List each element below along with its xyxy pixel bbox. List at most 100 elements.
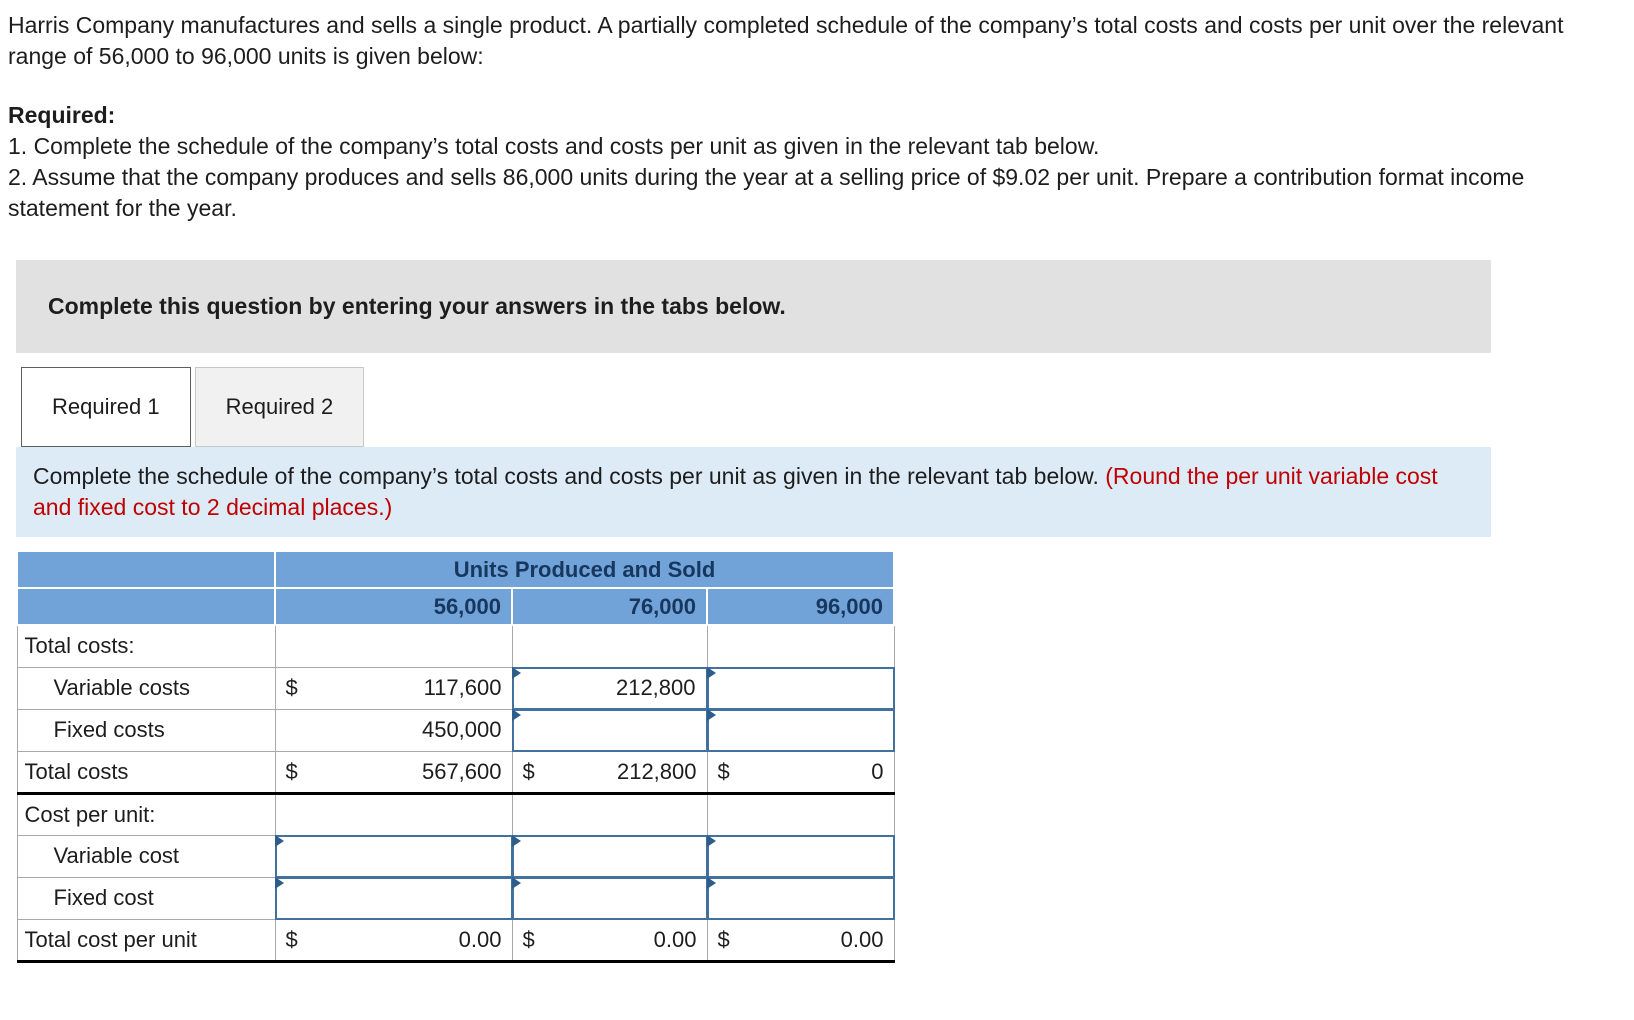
answer-cell	[706, 666, 895, 710]
required-item-2: 2. Assume that the company produces and …	[8, 164, 1525, 221]
blank-cell	[511, 624, 708, 668]
blank-cell	[274, 792, 513, 836]
table-row: Fixed cost	[16, 876, 895, 920]
static-cell-content: $0	[708, 752, 894, 792]
table-row: Total costs:	[16, 624, 895, 668]
static-value-cell: $117,600	[274, 666, 513, 710]
table-row: Total cost per unit $0.00 $0.00 $0.00	[16, 918, 895, 963]
row-label: Variable cost	[16, 834, 276, 878]
static-cell-content: $0.00	[513, 920, 707, 960]
answer-cell	[274, 876, 513, 920]
static-value-cell: $0.00	[274, 918, 513, 963]
tab-required-1[interactable]: Required 1	[21, 367, 191, 447]
cell-value: 0.00	[840, 926, 884, 952]
answer-input[interactable]	[274, 834, 513, 878]
row-label: Fixed cost	[16, 876, 276, 920]
cell-value: 450,000	[421, 717, 502, 742]
answer-cell: 212,800	[511, 666, 708, 710]
cell-marker-icon	[511, 666, 521, 679]
currency-symbol: $	[522, 926, 535, 952]
currency-symbol: $	[717, 926, 730, 952]
answer-input[interactable]	[511, 834, 708, 878]
problem-intro: Harris Company manufactures and sells a …	[8, 12, 1564, 69]
table-corner-blank	[16, 550, 276, 589]
cost-schedule-table: Units Produced and Sold 56,000 76,000 96…	[16, 550, 895, 963]
tab-required-2-label: Required 2	[225, 394, 334, 419]
answer-cell	[706, 876, 895, 920]
tab-required-1-label: Required 1	[52, 394, 160, 419]
static-value-cell: 450,000	[274, 708, 513, 752]
cell-marker-icon	[511, 834, 521, 847]
static-cell-content: $567,600	[276, 752, 512, 792]
table-row: Cost per unit:	[16, 792, 895, 836]
cell-marker-icon	[274, 876, 284, 889]
answer-input[interactable]	[706, 666, 895, 710]
table-row: Variable cost	[16, 834, 895, 878]
instruction-banner: Complete this question by entering your …	[16, 260, 1491, 353]
cell-value: 212,800	[616, 758, 697, 784]
answer-value: 212,800	[615, 675, 696, 700]
answer-input[interactable]: 212,800	[511, 666, 708, 710]
table-header-row-1: Units Produced and Sold	[16, 550, 895, 589]
row-label: Variable costs	[16, 666, 276, 710]
currency-symbol: $	[717, 758, 730, 784]
cell-value: 117,600	[423, 675, 502, 700]
static-value-cell: $212,800	[511, 750, 708, 795]
answer-input[interactable]	[511, 708, 708, 752]
cell-marker-icon	[511, 708, 521, 721]
cell-marker-icon	[706, 876, 716, 889]
table-row: Total costs $567,600 $212,800 $0	[16, 750, 895, 795]
blank-cell	[511, 792, 708, 836]
cost-table-body: Total costs: Variable costs $117,600 212,80…	[16, 624, 895, 963]
required-items: 1. Complete the schedule of the company’…	[8, 131, 1608, 224]
cell-value: 0	[871, 758, 884, 784]
answer-input[interactable]	[274, 876, 513, 920]
units-produced-header: Units Produced and Sold	[274, 550, 895, 589]
answer-input[interactable]	[706, 708, 895, 752]
answer-cell	[511, 876, 708, 920]
row-label: Total cost per unit	[16, 918, 276, 963]
currency-symbol: $	[285, 675, 298, 700]
instruction-rounding-note: (Round the per unit variable cost and fi…	[33, 463, 1438, 520]
static-value-cell: $0	[706, 750, 895, 795]
answer-cell	[511, 834, 708, 878]
answer-cell	[706, 834, 895, 878]
table-corner-blank-2	[16, 587, 276, 626]
cell-value: 567,600	[421, 758, 502, 784]
cell-value: 0.00	[653, 926, 697, 952]
static-cell-content: $0.00	[708, 920, 894, 960]
row-label: Total costs:	[16, 624, 276, 668]
blank-cell	[274, 624, 513, 668]
static-cell-content: $0.00	[276, 920, 512, 960]
row-label: Fixed costs	[16, 708, 276, 752]
static-value-cell: $567,600	[274, 750, 513, 795]
static-cell-content: $212,800	[513, 752, 707, 792]
static-value-cell: $0.00	[706, 918, 895, 963]
row-label: Total costs	[16, 750, 276, 795]
table-header-row-2: 56,000 76,000 96,000	[16, 587, 895, 626]
cell-marker-icon	[706, 834, 716, 847]
tab-instruction-panel: Complete the schedule of the company’s t…	[16, 447, 1491, 537]
currency-symbol: $	[285, 926, 298, 952]
required-heading: Required:	[8, 102, 116, 128]
column-header-56000: 56,000	[274, 587, 513, 626]
cell-marker-icon	[706, 708, 716, 721]
answer-input[interactable]	[511, 876, 708, 920]
currency-symbol: $	[285, 758, 298, 784]
blank-cell	[706, 792, 895, 836]
table-row: Fixed costs 450,000	[16, 708, 895, 752]
blank-cell	[706, 624, 895, 668]
answer-cell	[511, 708, 708, 752]
cell-marker-icon	[511, 876, 521, 889]
cell-marker-icon	[706, 666, 716, 679]
answer-input[interactable]	[706, 876, 895, 920]
answer-cell	[274, 834, 513, 878]
cell-value: 0.00	[458, 926, 502, 952]
banner-text: Complete this question by entering your …	[48, 293, 786, 319]
answer-input[interactable]	[706, 834, 895, 878]
column-header-76000: 76,000	[511, 587, 708, 626]
currency-symbol: $	[522, 758, 535, 784]
tab-required-2[interactable]: Required 2	[194, 367, 365, 447]
static-cell-content: $117,600	[276, 668, 512, 709]
required-item-1: 1. Complete the schedule of the company’…	[8, 133, 1100, 159]
